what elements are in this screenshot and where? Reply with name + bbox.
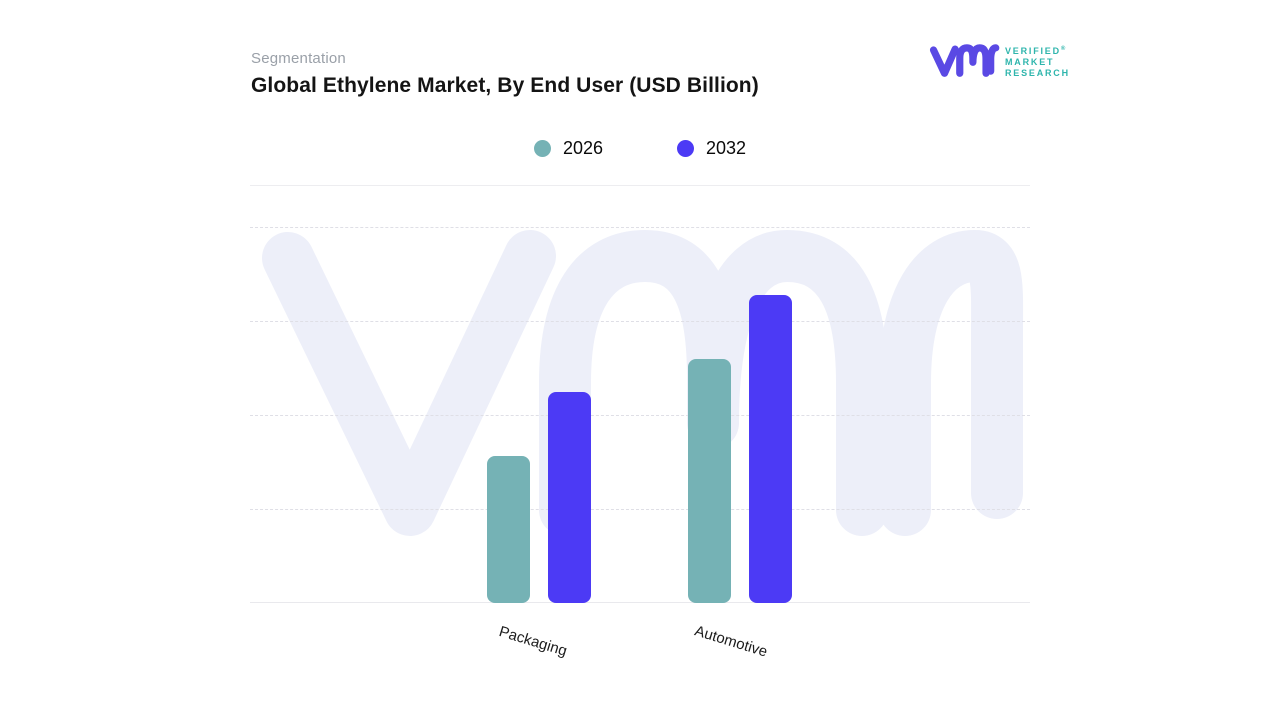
legend-dot <box>533 139 551 157</box>
bar-2026-automotive <box>688 359 731 603</box>
gridline-25 <box>250 509 1030 510</box>
registered-mark: ® <box>1060 45 1066 52</box>
category-label: Packaging <box>497 623 569 660</box>
plot-area <box>250 190 1030 603</box>
logo-line-market: MARKET <box>1005 56 1055 67</box>
gridline-50 <box>250 415 1030 416</box>
chart-title: Global Ethylene Market, By End User (USD… <box>251 74 759 97</box>
legend-dot <box>677 139 694 157</box>
legend-label: 2026 <box>562 137 603 158</box>
gridline-100 <box>250 227 1030 228</box>
legend-item-2032: 2032 <box>677 138 746 159</box>
legend-label: 2032 <box>706 137 747 158</box>
gridline-75 <box>250 321 1030 322</box>
vmr-logo: VERIFIED® MARKET RESEARCH <box>928 38 1070 84</box>
vmr-watermark-icon <box>262 230 1024 536</box>
legend-item-2026: 2026 <box>533 137 603 159</box>
x-axis-line <box>250 602 1030 603</box>
section-eyebrow: Segmentation <box>251 50 346 67</box>
bar-2032-automotive <box>749 295 792 603</box>
bar-2032-packaging <box>548 392 591 603</box>
header-divider <box>250 185 1030 186</box>
vmr-logo-mark-icon <box>929 44 1000 77</box>
logo-line-research: RESEARCH <box>1005 67 1070 78</box>
category-label: Automotive <box>692 622 770 661</box>
bar-2026-packaging <box>487 456 530 603</box>
logo-line-verified: VERIFIED <box>1005 45 1061 56</box>
vmr-logo-text: VERIFIED® MARKET RESEARCH <box>1005 44 1070 79</box>
chart-legend: 2026 2032 <box>250 133 1030 163</box>
